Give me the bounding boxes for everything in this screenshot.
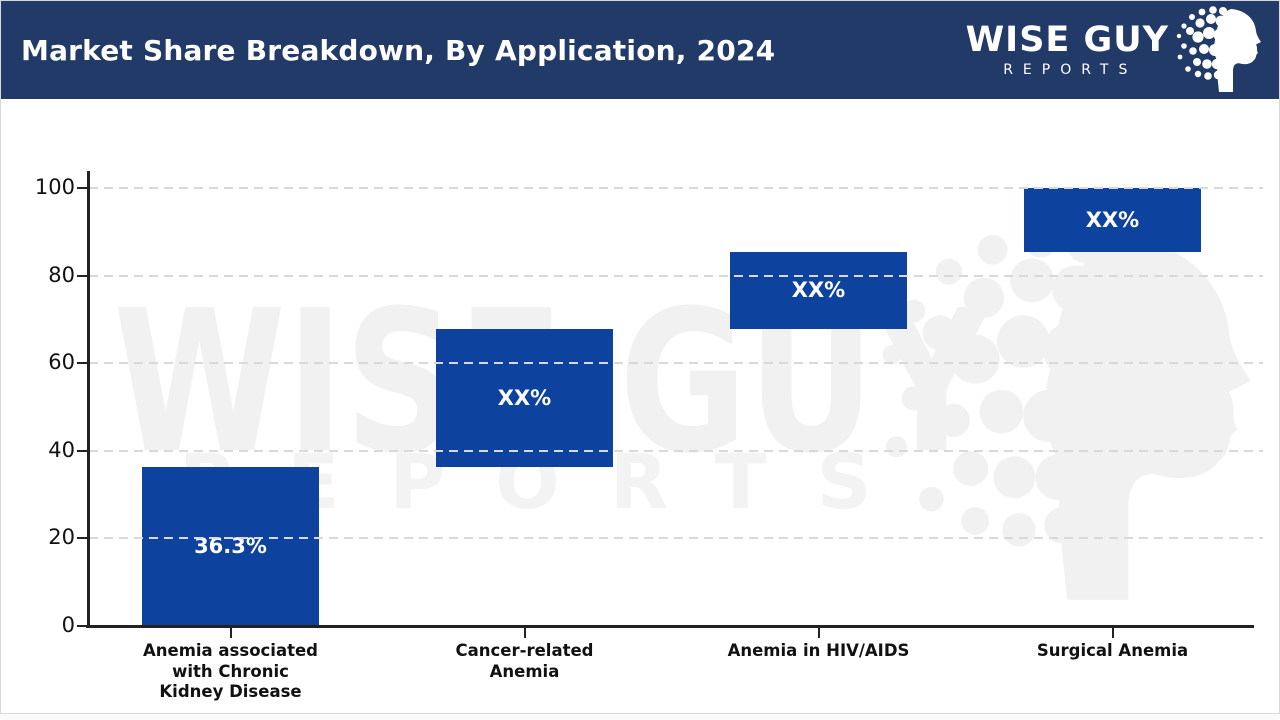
bar-segment: 36.3% [142, 467, 319, 626]
logo-face-icon [1176, 6, 1261, 92]
x-tick-mark [817, 628, 820, 638]
y-tick-label: 100 [34, 175, 75, 199]
header: Market Share Breakdown, By Application, … [1, 1, 1279, 99]
y-tick-label: 80 [48, 262, 75, 287]
category-label-line: with Chronic [172, 661, 289, 681]
y-tick-mark [77, 187, 88, 189]
logo-subtitle: REPORTS [1003, 62, 1138, 78]
category-label: Anemia in HIV/AIDS [669, 641, 969, 662]
gridline [89, 537, 1263, 540]
y-tick-mark [77, 625, 88, 627]
y-tick-label: 0 [61, 613, 75, 637]
bar-segment: XX% [436, 329, 613, 467]
category-label: Anemia associated with Chronic Kidney Dise… [81, 641, 381, 703]
y-axis-line [87, 171, 90, 628]
gridline [89, 187, 1263, 189]
bar-segment: XX% [730, 251, 907, 330]
x-axis-line [86, 625, 1254, 628]
category-label-line: Kidney Disease [159, 682, 302, 701]
category-label: Cancer-related Anemia [375, 641, 675, 682]
category-label-line: Surgical Anemia [1036, 641, 1189, 660]
bar-value-label: XX% [1085, 207, 1140, 232]
page-title: Market Share Breakdown, By Application, … [21, 33, 776, 67]
y-tick-mark [77, 537, 88, 540]
y-tick-label: 20 [48, 525, 75, 550]
watermark-head-icon [882, 224, 1251, 600]
category-label: Surgical Anemia [963, 641, 1263, 662]
logo-wordmark: WISE GUY [965, 20, 1169, 60]
bar-value-label: XX% [497, 386, 552, 411]
logo-text: WISE GUY REPORTS [965, 20, 1169, 78]
gridline [89, 274, 1263, 277]
x-tick-mark [523, 628, 526, 638]
category-label-line: Cancer-related [455, 641, 594, 660]
category-label-line: Anemia associated [142, 641, 318, 660]
bar-segment: XX% [1024, 188, 1201, 252]
gridline [89, 449, 1263, 452]
gridline [89, 362, 1263, 365]
x-tick-mark [1111, 628, 1114, 638]
y-tick-mark [77, 449, 88, 452]
y-tick-mark [77, 362, 88, 365]
y-tick-label: 60 [48, 350, 75, 375]
y-tick-label: 40 [48, 437, 75, 462]
category-label-line: Anemia in HIV/AIDS [727, 641, 910, 660]
y-tick-mark [77, 274, 88, 277]
bar-value-label: XX% [791, 278, 846, 303]
category-label-line: Anemia [489, 661, 560, 681]
wiseguy-logo: WISE GUY REPORTS [966, 6, 1267, 94]
x-tick-mark [229, 628, 232, 638]
